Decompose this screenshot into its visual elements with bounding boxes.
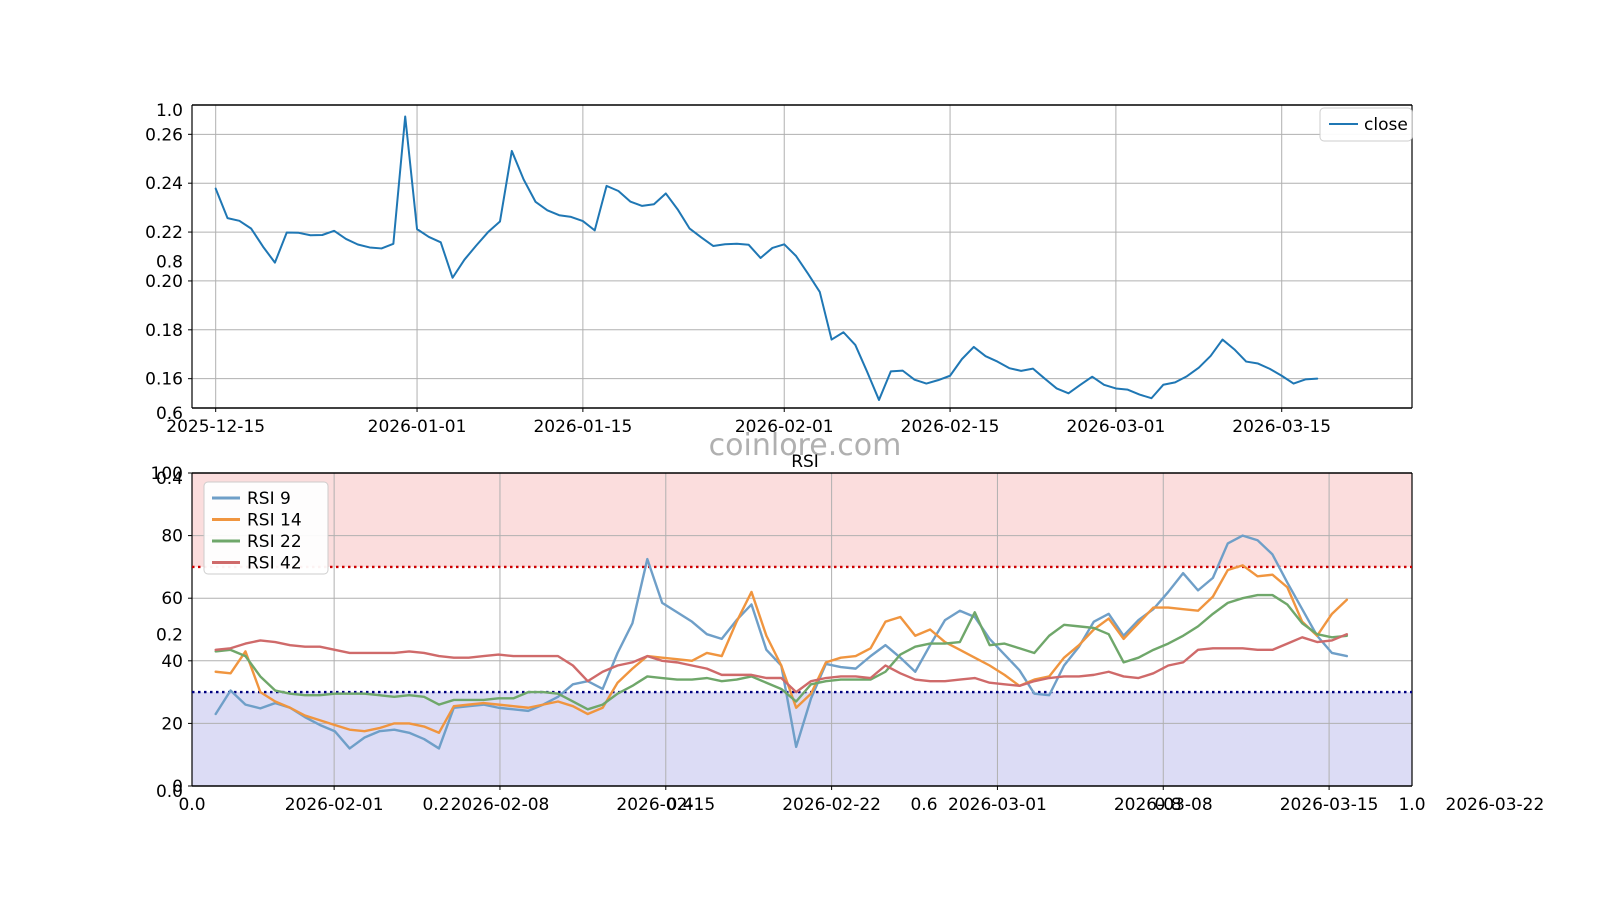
price-close-line xyxy=(214,115,1319,401)
rsi-legend-label-rsi-9: RSI 9 xyxy=(247,489,291,509)
rsi-ytick-label: 0 xyxy=(172,777,183,797)
rsi-xtick-label: 2026-02-22 xyxy=(782,795,881,815)
rsi-secondary-xtick-label: 0.6 xyxy=(910,795,937,815)
rsi-ytick-label: 100 xyxy=(151,464,183,484)
rsi-ytick-label: 80 xyxy=(161,527,183,547)
price-legend-label-close: close xyxy=(1364,115,1408,135)
rsi-xtick-label: 2026-03-15 xyxy=(1280,795,1379,815)
rsi-legend-label-rsi-42: RSI 42 xyxy=(247,554,302,574)
rsi-legend-box xyxy=(203,481,329,575)
price-secondary-ytick-label: 0.8 xyxy=(156,253,183,273)
rsi-xtick-label: 2026-02-08 xyxy=(451,795,550,815)
price-legend-box xyxy=(1319,107,1413,142)
rsi-series-line-rsi-42 xyxy=(214,632,1349,694)
price-xtick-label: 2026-01-15 xyxy=(533,417,632,437)
price-ytick-label: 0.16 xyxy=(145,370,183,390)
rsi-xtick-label: 2026-03-01 xyxy=(948,795,1047,815)
price-panel: 0.16 0.18 0.20 0.22 0.24 0.26 2025-12-15 2026-0… xyxy=(145,101,1413,437)
rsi-ytick-label: 60 xyxy=(161,589,183,609)
rsi-secondary-xtick-label: 0.8 xyxy=(1154,795,1181,815)
rsi-ytick-label: 20 xyxy=(161,714,183,734)
price-ytick-label: 0.18 xyxy=(145,321,183,341)
watermark-text: coinlore.com xyxy=(709,428,902,463)
rsi-secondary-xtick-label: 1.0 xyxy=(1398,795,1425,815)
rsi-secondary-xtick-label: 0.0 xyxy=(178,795,205,815)
price-ytick-label: 0.26 xyxy=(145,125,183,145)
price-plot-background xyxy=(192,105,1412,408)
rsi-series-line-rsi-22 xyxy=(214,593,1349,711)
rsi-legend-label-rsi-22: RSI 22 xyxy=(247,532,302,552)
price-xtick-label: 2025-12-15 xyxy=(166,417,265,437)
rsi-series-line-rsi-14 xyxy=(214,564,1349,734)
rsi-ytick-label: 40 xyxy=(161,652,183,672)
rsi-overbought-band xyxy=(192,473,1412,567)
rsi-panel: 0 20 40 60 80 100 2026-02-01 2026-02-08 2026-02-… xyxy=(151,452,1545,815)
rsi-legend-label-rsi-14: RSI 14 xyxy=(247,511,302,531)
rsi-panel-title: RSI xyxy=(791,452,819,472)
price-xtick-label: 2026-02-15 xyxy=(901,417,1000,437)
rsi-secondary-ytick-label: 0.4 xyxy=(156,469,183,489)
price-xtick-label: 2026-01-01 xyxy=(368,417,467,437)
price-ytick-label: 0.22 xyxy=(145,223,183,243)
price-ytick-label: 0.20 xyxy=(145,272,183,292)
rsi-secondary-xtick-label: 0.2 xyxy=(422,795,449,815)
price-secondary-ytick-label: 1.0 xyxy=(156,101,183,121)
rsi-oversold-band xyxy=(192,692,1412,786)
rsi-xtick-label: 2026-02-15 xyxy=(616,795,715,815)
price-secondary-ytick-label: 0.6 xyxy=(156,404,183,424)
price-xtick-label: 2026-03-15 xyxy=(1232,417,1331,437)
rsi-secondary-ytick-label: 0.0 xyxy=(156,782,183,802)
rsi-secondary-xtick-label: 0.4 xyxy=(666,795,693,815)
price-legend[interactable]: close xyxy=(1319,107,1413,142)
rsi-xtick-label: 2026-02-01 xyxy=(285,795,384,815)
price-ytick-label: 0.24 xyxy=(145,174,183,194)
rsi-xtick-label: 2026-03-22 xyxy=(1446,795,1545,815)
price-xtick-label: 2026-03-01 xyxy=(1066,417,1165,437)
rsi-xtick-label: 2026-03-08 xyxy=(1114,795,1213,815)
rsi-secondary-ytick-label: 0.2 xyxy=(156,626,183,646)
price-xtick-label: 2026-02-01 xyxy=(735,417,834,437)
